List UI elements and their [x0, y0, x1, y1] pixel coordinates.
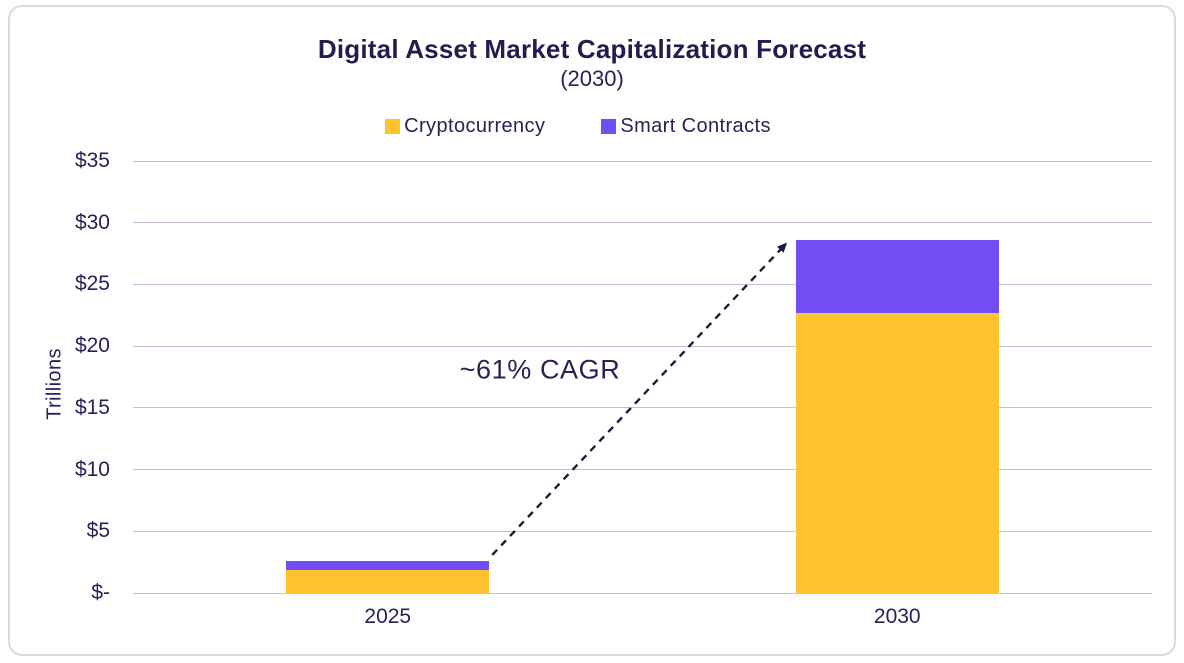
- gridline: [133, 283, 1152, 285]
- chart-title: Digital Asset Market Capitalization Fore…: [317, 34, 867, 64]
- gridline: [133, 407, 1152, 409]
- legend-label: Cryptocurrency: [404, 114, 546, 137]
- plot-area: $- $5 $10 $15 $20 $25 $30 $35 2025 2030: [75, 149, 1152, 628]
- y-tick-label: $20: [74, 334, 110, 358]
- gridline: [133, 530, 1152, 532]
- gridline: [133, 469, 1152, 471]
- bar-segment-smart-contracts-2030: [795, 239, 999, 313]
- gridline: [133, 592, 1152, 594]
- gridline: [133, 222, 1152, 224]
- y-tick-label: $25: [74, 272, 110, 296]
- bar-segment-smart-contracts-2025: [286, 560, 490, 570]
- y-tick-label: $5: [86, 519, 110, 543]
- x-tick-label: 2025: [364, 605, 412, 628]
- y-tick-label: $30: [74, 210, 110, 234]
- legend-item-smart-contracts: Smart Contracts: [601, 115, 770, 138]
- x-tick-label: 2030: [873, 605, 921, 628]
- legend: Cryptocurrency Smart Contracts: [0, 113, 1160, 139]
- y-tick-label: $35: [74, 149, 110, 172]
- bar-segment-cryptocurrency-2025: [286, 569, 490, 593]
- legend-item-cryptocurrency: Cryptocurrency: [385, 115, 545, 138]
- legend-label: Smart Contracts: [620, 114, 771, 137]
- gridline: [133, 160, 1152, 162]
- cagr-annotation: ~61% CAGR: [459, 354, 621, 385]
- y-tick-label: $-: [91, 581, 110, 604]
- y-tick-label: $15: [74, 395, 110, 419]
- y-tick-label: $10: [74, 457, 110, 481]
- chart-subtitle: (2030): [560, 66, 624, 91]
- legend-swatch: [385, 118, 401, 134]
- legend-swatch: [601, 118, 617, 134]
- gridline: [133, 345, 1152, 347]
- bar-segment-cryptocurrency-2030: [795, 312, 999, 593]
